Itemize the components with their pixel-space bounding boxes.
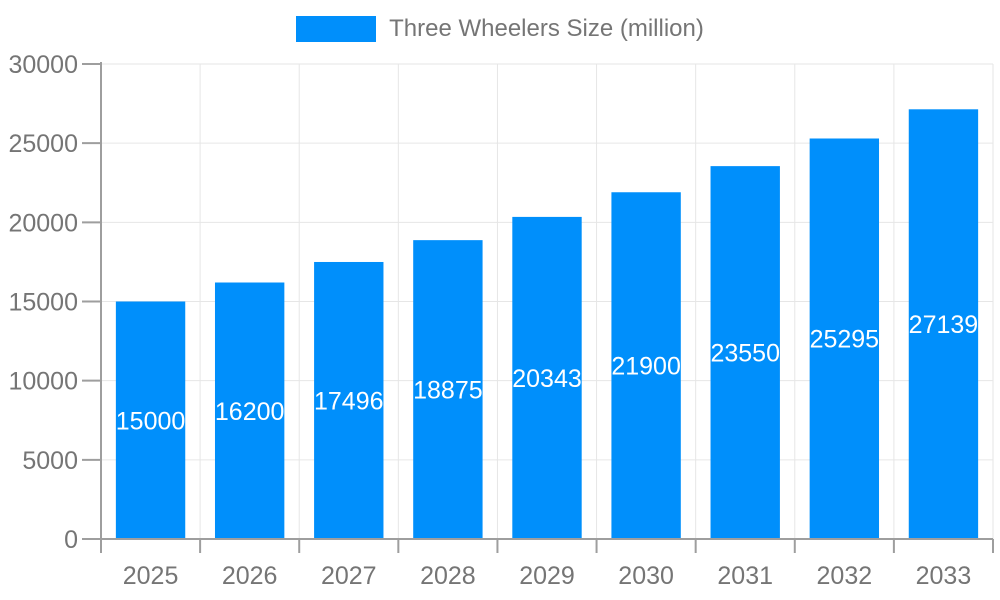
x-tick-label: 2026 bbox=[222, 562, 278, 590]
y-tick-label: 10000 bbox=[8, 368, 78, 396]
y-tick-label: 30000 bbox=[8, 51, 78, 79]
y-tick-label: 15000 bbox=[8, 289, 78, 317]
legend-label: Three Wheelers Size (million) bbox=[389, 15, 704, 42]
bar-value-label: 18875 bbox=[413, 377, 483, 405]
x-tick-label: 2033 bbox=[916, 562, 972, 590]
x-tick-label: 2027 bbox=[321, 562, 377, 590]
y-tick-label: 5000 bbox=[22, 447, 78, 475]
bar-2027 bbox=[314, 261, 384, 539]
bar-value-label: 27139 bbox=[909, 311, 979, 339]
bar-value-label: 15000 bbox=[116, 407, 186, 435]
legend-item[interactable]: Three Wheelers Size (million) bbox=[296, 15, 704, 43]
x-tick-label: 2029 bbox=[519, 562, 575, 590]
x-tick-label: 2028 bbox=[420, 562, 476, 590]
bar-value-label: 16200 bbox=[215, 398, 285, 426]
bar-2028 bbox=[413, 240, 483, 540]
bar-2030 bbox=[611, 192, 681, 539]
x-tick-label: 2032 bbox=[817, 562, 873, 590]
bar-value-label: 21900 bbox=[611, 353, 681, 381]
bar-2033 bbox=[908, 109, 979, 539]
bar-2029 bbox=[512, 216, 582, 539]
bar-value-label: 17496 bbox=[314, 387, 384, 415]
bar-2032 bbox=[809, 138, 880, 539]
legend: Three Wheelers Size (million) bbox=[0, 15, 1000, 43]
y-tick-label: 20000 bbox=[8, 209, 78, 237]
bar-value-label: 20343 bbox=[512, 365, 582, 393]
y-tick-label: 0 bbox=[64, 526, 78, 554]
bar-2025 bbox=[115, 301, 186, 539]
y-tick-label: 25000 bbox=[8, 130, 78, 158]
bar-value-label: 23550 bbox=[710, 340, 780, 368]
x-tick-label: 2025 bbox=[123, 562, 179, 590]
bar-value-label: 25295 bbox=[810, 326, 880, 354]
x-tick-label: 2031 bbox=[717, 562, 773, 590]
bar-2031 bbox=[710, 166, 780, 539]
legend-swatch bbox=[296, 16, 377, 42]
bar-2026 bbox=[214, 282, 285, 539]
x-tick-label: 2030 bbox=[618, 562, 674, 590]
